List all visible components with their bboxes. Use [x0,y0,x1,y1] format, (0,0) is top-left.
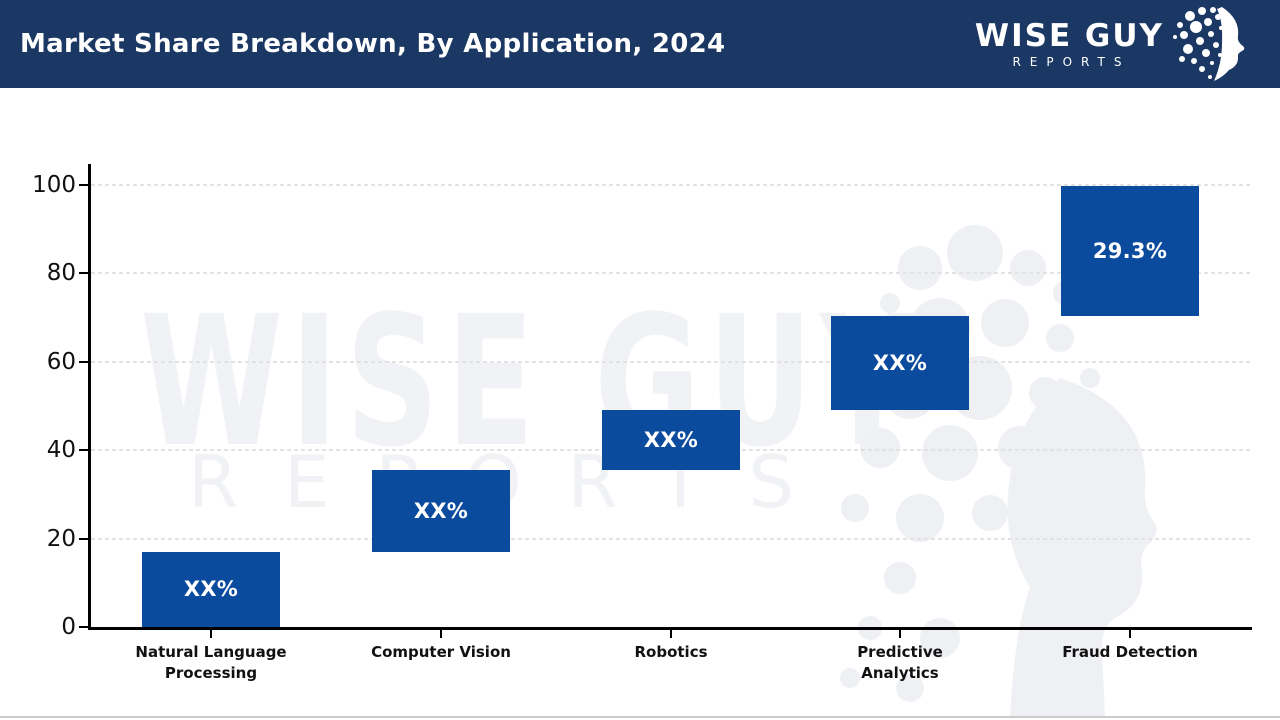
gridline-y-100 [91,183,1252,186]
x-axis-spine [88,627,1252,630]
x-category-label: Predictive Analytics [857,643,943,682]
y-tick-label: 0 [61,614,76,640]
y-axis-spine [88,164,91,630]
header-bar: Market Share Breakdown, By Application, … [0,0,1280,88]
bar-segment: XX% [372,470,510,552]
y-tick-mark [79,183,88,186]
chart-title: Market Share Breakdown, By Application, … [20,29,726,59]
y-tick-mark [79,449,88,451]
bar-segment: XX% [831,315,969,411]
x-category-label: Computer Vision [371,643,511,661]
logo-wordmark: WISE GUY [974,17,1164,54]
y-tick-label: 60 [46,348,76,375]
x-category-label: Fraud Detection [1062,643,1198,661]
bar-segment: XX% [142,551,280,627]
x-tick-mark [670,630,672,638]
gridline-y-80 [91,272,1252,274]
x-tick-mark [440,630,442,638]
wise-guy-reports-logo: WISE GUY REPORTS [975,3,1252,85]
gridline-y-20 [91,537,1252,540]
x-category-label: Natural Language Processing [135,643,287,682]
y-tick-mark [79,626,88,628]
y-tick-label: 20 [46,525,76,552]
gridline-y-60 [91,360,1252,363]
y-tick-label: 80 [46,260,76,286]
x-tick-mark [899,630,901,638]
watermark-wordmark: WISE GUY [140,278,922,487]
footer-divider [0,716,1280,718]
logo-text: WISE GUY REPORTS [974,17,1164,69]
bar-segment: XX% [602,410,740,471]
x-tick-mark [1129,630,1131,638]
x-tick-mark [210,630,212,638]
y-tick-mark [79,360,88,363]
y-tick-label: 100 [32,171,76,198]
bar-value-label: XX% [413,499,469,524]
y-tick-label: 40 [46,437,76,463]
chart-plot-area: WISE GUY REPORTS 0 20 40 60 80 100 XX% Natural … [0,88,1280,720]
bar-value-label: XX% [872,351,928,376]
logo-subtitle: REPORTS [1012,54,1131,69]
logo-head-profile-icon [1173,7,1245,81]
bar-segment: 29.3% [1061,186,1199,316]
bar-value-label: XX% [643,428,699,453]
y-tick-mark [79,272,88,274]
watermark-subtitle: REPORTS [188,440,841,524]
bar-value-label: 29.3% [1092,239,1168,264]
y-tick-mark [79,537,88,540]
bar-value-label: XX% [183,577,239,602]
x-category-label: Robotics [634,643,708,661]
